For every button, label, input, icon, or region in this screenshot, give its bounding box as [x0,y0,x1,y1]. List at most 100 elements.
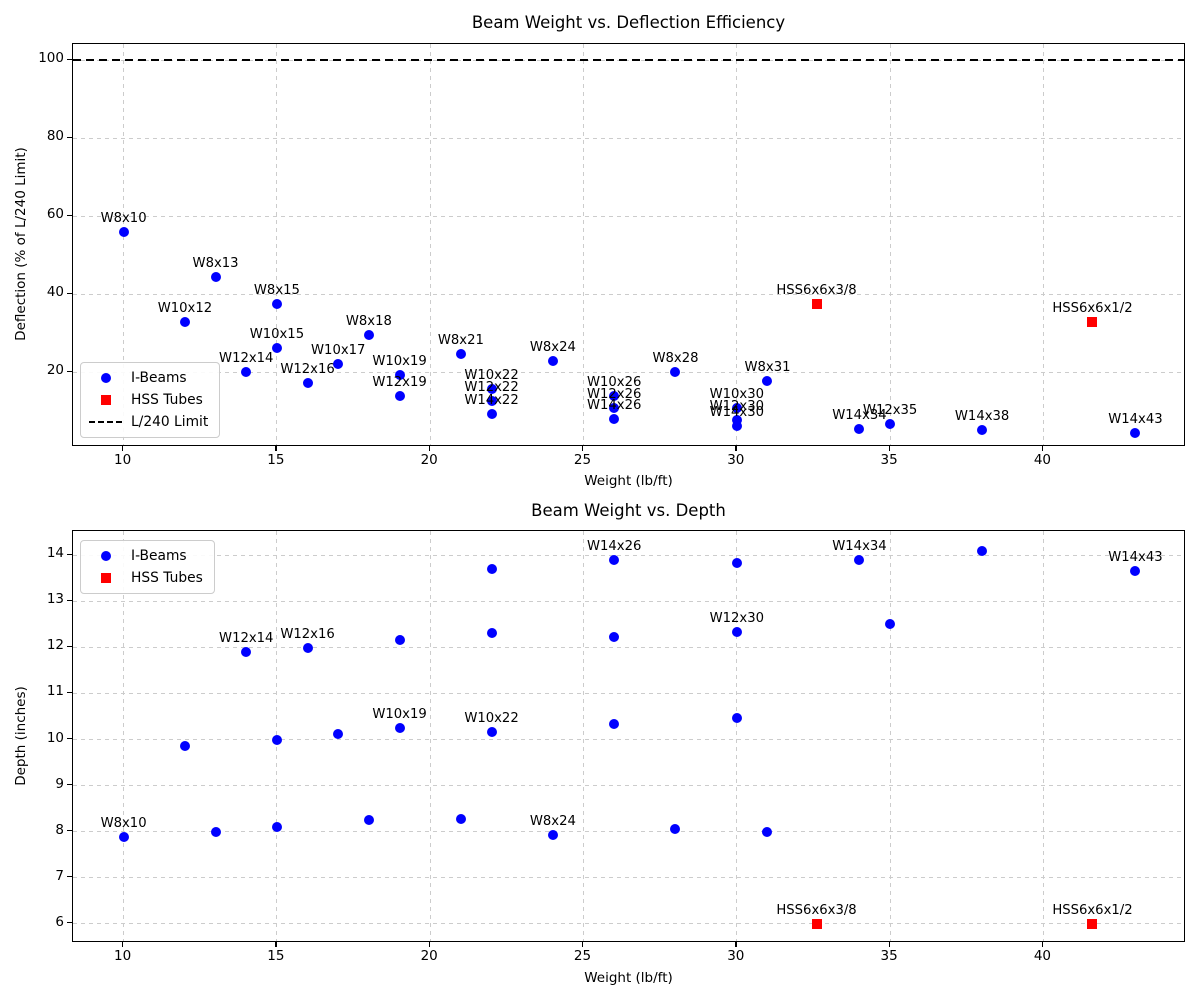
point-label: W14x26 [586,397,642,413]
x-gridline [429,44,431,445]
y-gridline [73,137,1184,139]
y-tick-label: 20 [46,362,64,379]
data-point [762,375,773,386]
data-point [210,827,221,838]
legend-marker [89,421,122,423]
data-point [731,557,742,568]
data-point [394,370,405,381]
x-tick-label: 25 [573,452,592,468]
data-point [118,831,129,842]
point-label: HSS6x6x3/8 [776,902,857,918]
data-point [731,402,742,413]
x-tick-mark [275,942,277,947]
point-label: W12x26 [586,386,642,402]
y-tick-mark [67,783,72,786]
data-point [179,740,190,751]
data-point [670,823,681,834]
legend-marker [100,573,111,583]
x-tick-mark [428,446,430,451]
x-gridline [889,531,891,941]
data-point [486,409,497,420]
legend-label: L/240 Limit [131,414,209,430]
circle-icon [89,551,122,561]
point-label: W14x22 [464,392,519,408]
data-point [486,396,497,407]
legend-label: I-Beams [131,370,187,386]
data-point [363,814,374,825]
point-label: HSS6x6x1/2 [1052,300,1133,316]
data-point [271,821,282,832]
y-tick-label: 6 [55,913,64,930]
data-point [394,391,405,402]
point-label: W10x12 [157,301,213,317]
x-tick-label: 35 [880,452,898,468]
y-gridline [73,831,1184,833]
y-tick-mark [67,292,72,295]
legend-item: L/240 Limit [89,413,208,431]
x-tick-mark [735,942,737,947]
point-label: W8x10 [100,815,147,831]
point-label: W12x30 [709,610,765,626]
y-tick-label: 14 [46,545,64,562]
data-point [1130,566,1141,577]
x-gridline [429,531,431,941]
data-point [1087,918,1098,929]
x-gridline [123,44,125,445]
y-tick-mark [67,876,72,878]
data-point [394,635,405,646]
x-tick-mark [735,446,737,451]
legend-label: HSS Tubes [131,392,203,408]
data-point [731,414,742,425]
point-label: W12x19 [372,375,427,391]
point-label: W14x34 [832,407,887,423]
y-tick-label: 9 [55,775,64,792]
data-point [547,829,558,840]
x-tick-mark [581,446,584,451]
x-tick-mark [275,446,277,451]
x-gridline [1042,44,1044,445]
y-tick-label: 40 [46,284,64,301]
y-tick-mark [67,691,72,694]
y-gridline [73,215,1184,217]
point-label: W12x30 [709,398,765,414]
y-gridline [73,923,1184,925]
legend-label: I-Beams [131,548,187,564]
x-gridline [276,44,278,445]
point-label: W12x16 [280,361,335,377]
y-tick-mark [67,553,72,556]
x-tick-label: 10 [113,948,132,964]
data-point [547,356,558,367]
y-gridline [73,785,1184,787]
y-gridline [73,371,1184,373]
legend-label: HSS Tubes [131,570,203,586]
legend-marker [100,551,111,561]
y-tick-mark [67,214,72,217]
x-tick-mark [121,446,124,451]
point-label: W8x21 [437,332,484,348]
y-tick-mark [67,58,72,60]
data-point [302,377,313,388]
x-tick-label: 35 [880,948,898,964]
point-label: W14x43 [1108,549,1163,565]
y-tick-label: 80 [46,128,64,145]
y-gridline [73,600,1184,602]
y-tick-mark [67,136,72,139]
x-gridline [889,44,891,445]
point-label: W12x35 [862,402,918,418]
point-label: W12x22 [464,380,519,396]
y-gridline [73,877,1184,879]
x-gridline [736,44,738,445]
data-point [977,545,988,556]
data-point [609,402,620,413]
x-tick-label: 30 [727,452,745,468]
data-point [118,226,129,237]
legend-marker [100,395,111,405]
point-label: W14x38 [954,408,1010,424]
data-point [731,626,742,637]
square-icon [89,573,122,583]
data-point [731,712,742,723]
point-label: HSS6x6x1/2 [1052,902,1133,918]
y-gridline [73,739,1184,741]
data-point [811,918,822,929]
chart-title: Beam Weight vs. Deflection Efficiency [471,13,786,32]
